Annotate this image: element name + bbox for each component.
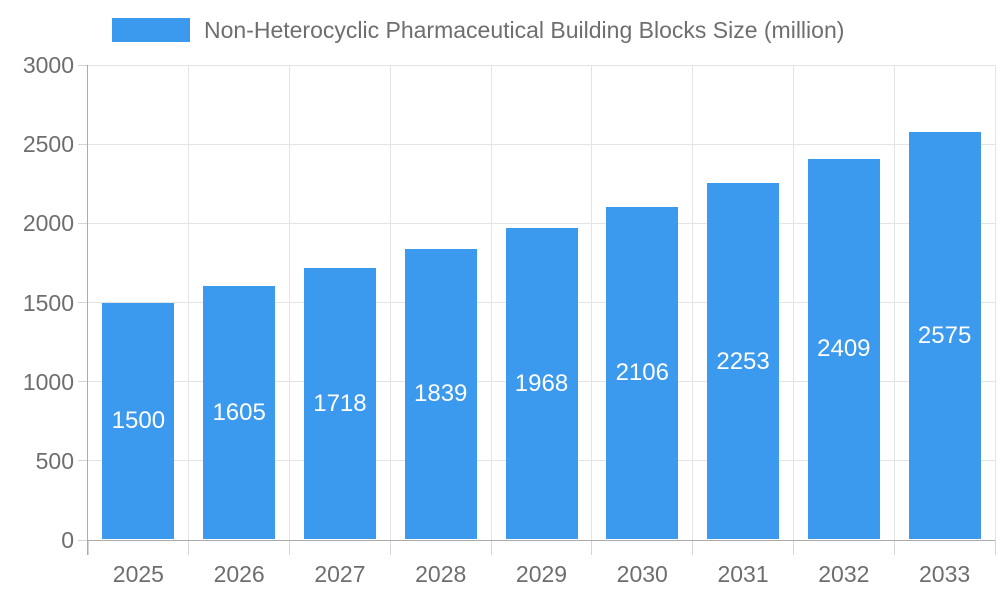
y-axis-tick bbox=[78, 302, 88, 303]
y-axis-tick bbox=[78, 222, 88, 224]
gridline-vertical bbox=[490, 65, 492, 540]
x-axis-tick bbox=[591, 540, 593, 555]
x-axis-tick bbox=[289, 540, 291, 555]
x-axis-label: 2026 bbox=[213, 561, 265, 587]
x-axis-tick bbox=[792, 540, 794, 555]
x-axis-label: 2033 bbox=[919, 561, 971, 587]
x-axis-line bbox=[88, 539, 995, 541]
gridline-vertical bbox=[188, 65, 190, 540]
x-axis-label: 2031 bbox=[717, 561, 769, 587]
bar[interactable] bbox=[707, 183, 780, 539]
bar[interactable] bbox=[203, 285, 276, 539]
y-axis-label: 2000 bbox=[22, 210, 74, 237]
x-axis-tick bbox=[87, 540, 89, 555]
y-axis-label: 1500 bbox=[22, 289, 74, 316]
y-axis-label: 3000 bbox=[22, 52, 74, 78]
gridline-vertical bbox=[389, 65, 391, 540]
x-axis-tick bbox=[692, 540, 694, 555]
y-axis-label: 0 bbox=[61, 527, 74, 553]
x-axis-tick bbox=[490, 540, 492, 555]
y-axis-label: 1000 bbox=[22, 368, 74, 395]
y-axis-tick bbox=[78, 143, 88, 145]
bar-value-label: 1605 bbox=[212, 398, 266, 426]
y-axis-label: 2500 bbox=[22, 131, 74, 158]
gridline-horizontal bbox=[88, 64, 995, 66]
legend-label: Non-Heterocyclic Pharmaceutical Building… bbox=[204, 17, 845, 43]
bar[interactable] bbox=[807, 158, 880, 539]
bar[interactable] bbox=[505, 228, 578, 539]
bar-value-label: 2575 bbox=[917, 322, 972, 350]
gridline-vertical bbox=[792, 65, 794, 540]
y-axis-line bbox=[87, 65, 88, 555]
bar-value-label: 2409 bbox=[817, 335, 871, 363]
bar[interactable] bbox=[303, 267, 376, 539]
legend-swatch bbox=[112, 18, 190, 42]
x-axis-label: 2029 bbox=[515, 561, 568, 587]
bar-value-label: 1500 bbox=[111, 407, 166, 435]
bar[interactable] bbox=[606, 206, 679, 539]
bar-value-label: 1839 bbox=[414, 380, 468, 408]
x-axis-label: 2032 bbox=[818, 561, 870, 587]
gridline-horizontal bbox=[88, 222, 995, 224]
x-axis-label: 2028 bbox=[415, 561, 467, 587]
y-axis-tick bbox=[78, 381, 88, 383]
bar-value-label: 2253 bbox=[716, 347, 770, 375]
bar-value-label: 1968 bbox=[514, 370, 569, 398]
y-axis-tick bbox=[78, 460, 88, 462]
y-axis-tick bbox=[78, 64, 88, 66]
x-axis-label: 2025 bbox=[112, 561, 164, 587]
bar-value-label: 1718 bbox=[313, 389, 367, 417]
x-axis-tick bbox=[893, 540, 895, 555]
x-axis-label: 2030 bbox=[616, 561, 668, 587]
legend-item[interactable]: Non-Heterocyclic Pharmaceutical Building… bbox=[112, 17, 844, 43]
bar[interactable] bbox=[102, 302, 175, 539]
bar-value-label: 2106 bbox=[615, 359, 669, 387]
gridline-vertical bbox=[893, 65, 895, 540]
gridline-horizontal bbox=[88, 143, 995, 145]
x-axis-label: 2027 bbox=[314, 561, 366, 587]
x-axis-tick bbox=[994, 540, 996, 555]
bar[interactable] bbox=[404, 248, 477, 539]
gridline-vertical bbox=[289, 65, 291, 540]
y-axis-label: 500 bbox=[35, 447, 74, 474]
gridline-vertical bbox=[692, 65, 694, 540]
x-axis-tick bbox=[188, 540, 190, 555]
gridline-vertical bbox=[591, 65, 593, 540]
gridline-vertical bbox=[994, 65, 996, 540]
x-axis-tick bbox=[389, 540, 391, 555]
bar[interactable] bbox=[908, 132, 981, 539]
y-axis-tick bbox=[78, 539, 88, 541]
